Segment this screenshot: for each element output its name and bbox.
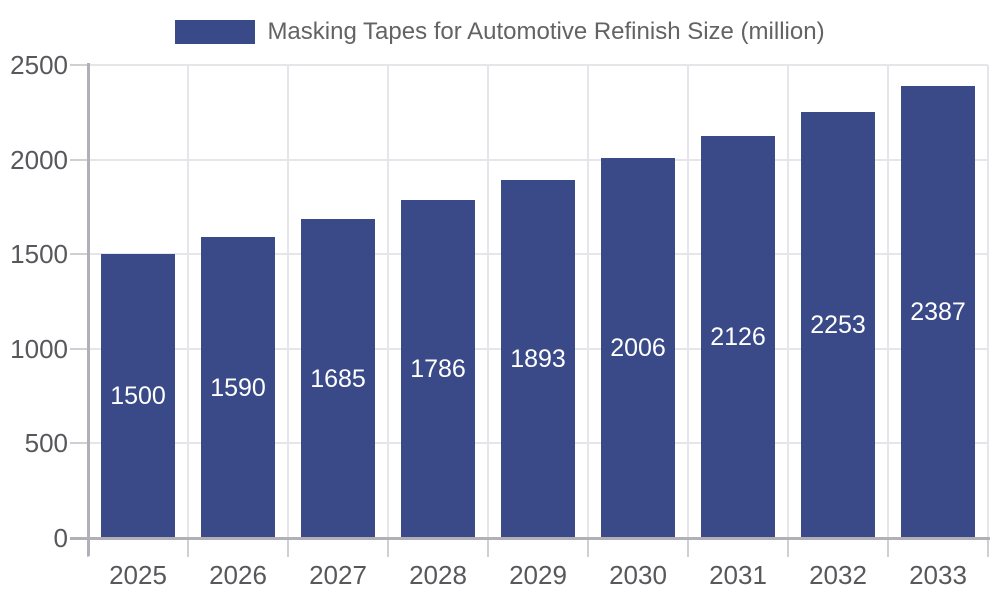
bar-value-label: 1685 [310,364,366,393]
gridline-horizontal [88,158,988,161]
x-axis-tick [587,539,589,557]
gridline-vertical [187,65,189,538]
bar-value-label: 2006 [610,334,666,363]
y-axis-tick-label: 2000 [10,144,68,175]
y-axis-tick [70,253,88,256]
y-axis-tick [70,64,88,66]
gridline-horizontal [88,64,988,66]
legend[interactable]: Masking Tapes for Automotive Refinish Si… [0,14,1000,50]
x-axis-tick [887,539,889,557]
bar [601,158,675,538]
bar-value-label: 2387 [910,298,966,327]
gridline-vertical [487,65,489,538]
y-axis-tick-label: 500 [24,428,68,459]
bar-value-label: 1893 [510,344,566,373]
gridline-vertical [887,65,889,538]
y-axis-tick-label: 0 [53,523,68,553]
y-axis-tick-label: 1000 [10,333,68,364]
x-axis-tick [387,539,389,557]
bar [101,254,175,538]
x-axis-tick-label: 2030 [609,560,667,590]
gridline-vertical [287,65,289,538]
y-axis-tick [70,158,88,161]
y-axis-line [87,63,90,556]
x-axis-tick-label: 2025 [109,560,167,590]
x-axis-tick-label: 2029 [509,560,567,590]
x-axis-tick [187,539,189,557]
bar-value-label: 2126 [710,322,766,351]
gridline-vertical [587,65,589,538]
x-axis-line [70,537,990,540]
gridline-vertical [687,65,689,538]
bar-value-label: 1590 [210,373,266,402]
gridline-vertical [387,65,389,538]
x-axis-tick [487,539,489,557]
bar-value-label: 2253 [810,310,866,339]
bar [701,135,775,538]
legend-swatch [175,20,256,44]
x-axis-tick-label: 2027 [309,560,367,590]
x-axis-tick [987,539,989,557]
x-axis-tick [687,539,689,557]
x-axis-tick-label: 2032 [809,560,867,590]
y-axis-tick [70,442,88,445]
bar [801,111,875,538]
x-axis-tick [287,539,289,557]
x-axis-tick [787,539,789,557]
x-axis-tick-label: 2031 [709,560,767,590]
bar [501,179,575,538]
bar [901,86,975,538]
bar-value-label: 1786 [410,355,466,384]
x-axis-tick-label: 2033 [909,560,967,590]
gridline-vertical [787,65,789,538]
x-axis-tick-label: 2028 [409,560,467,590]
y-axis-tick-label: 2500 [10,50,68,80]
x-axis-tick-label: 2026 [209,560,267,590]
bar [301,219,375,538]
gridline-vertical [987,65,989,538]
bar [401,200,475,538]
legend-label: Masking Tapes for Automotive Refinish Si… [267,18,825,45]
y-axis-tick [70,347,88,350]
bar-value-label: 1500 [110,382,166,411]
bar [201,237,275,538]
y-axis-tick-label: 1500 [10,239,68,270]
